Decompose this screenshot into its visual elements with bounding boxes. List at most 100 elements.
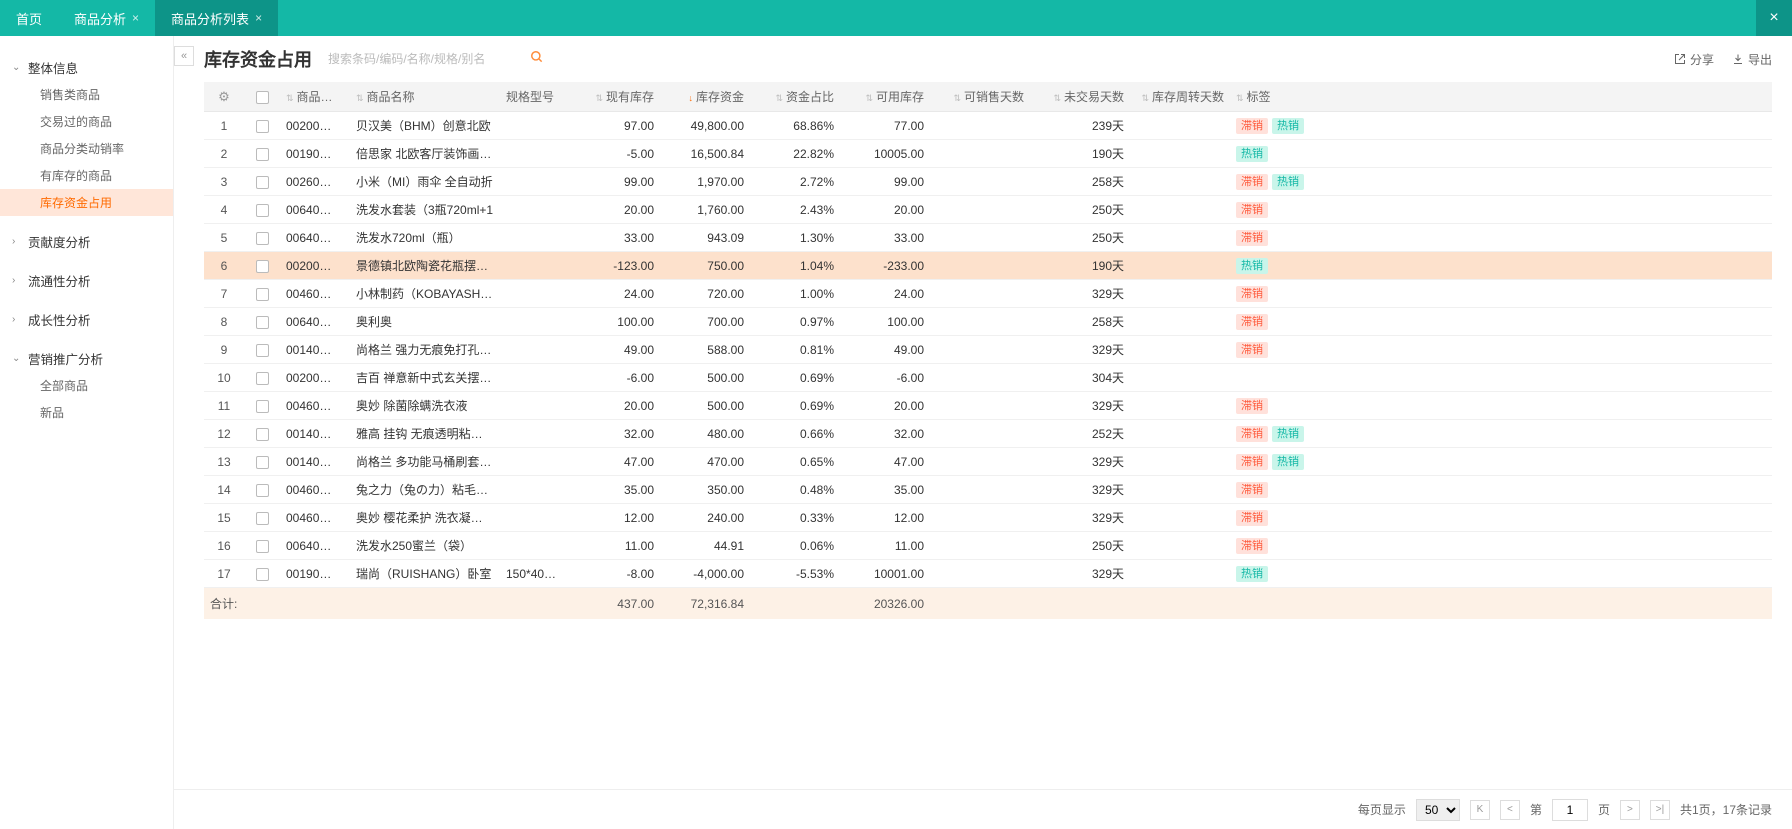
row-checkbox[interactable] bbox=[256, 316, 269, 329]
table-row[interactable]: 900140…尚格兰 强力无痕免打孔浴室49.00588.000.81%49.0… bbox=[204, 336, 1772, 364]
table-row[interactable]: 700460…小林制药（KOBAYASHI）E24.00720.001.00%2… bbox=[204, 280, 1772, 308]
col-turn[interactable]: ⇅库存周转天数 bbox=[1130, 82, 1230, 112]
cell-tags: 热销 bbox=[1230, 560, 1772, 588]
row-checkbox[interactable] bbox=[256, 512, 269, 525]
row-checkbox[interactable] bbox=[256, 120, 269, 133]
page-last-button[interactable]: >| bbox=[1650, 800, 1670, 820]
col-sale[interactable]: ⇅可销售天数 bbox=[930, 82, 1030, 112]
table-row[interactable]: 400640…洗发水套装（3瓶720ml+120.001,760.002.43%… bbox=[204, 196, 1772, 224]
sidebar-item-交易过的商品[interactable]: 交易过的商品 bbox=[0, 108, 173, 135]
row-checkbox[interactable] bbox=[256, 400, 269, 413]
sidebar-item-商品分类动销率[interactable]: 商品分类动销率 bbox=[0, 135, 173, 162]
cell-name: 奥利奥 bbox=[350, 308, 500, 336]
row-checkbox[interactable] bbox=[256, 428, 269, 441]
table-row[interactable]: 1000200…吉百 禅意新中式玄关摆件客-6.00500.000.69%-6.… bbox=[204, 364, 1772, 392]
row-checkbox[interactable] bbox=[256, 148, 269, 161]
cell-turndays bbox=[1130, 560, 1230, 588]
col-stock[interactable]: ⇅现有库存 bbox=[570, 82, 660, 112]
cell-fund: 943.09 bbox=[660, 224, 750, 252]
sidebar-group-成长性分析[interactable]: ›成长性分析 bbox=[0, 306, 173, 333]
col-name[interactable]: ⇅商品名称 bbox=[350, 82, 500, 112]
cell-name: 倍思家 北欧客厅装饰画卧室 bbox=[350, 140, 500, 168]
row-checkbox[interactable] bbox=[256, 344, 269, 357]
tag-slow: 滞销 bbox=[1236, 510, 1268, 526]
cell-name: 兔之力（兔の力）粘毛器黏 bbox=[350, 476, 500, 504]
cell-checkbox bbox=[244, 448, 280, 476]
cell-fund: 470.00 bbox=[660, 448, 750, 476]
page-suffix: 页 bbox=[1598, 801, 1610, 818]
table-row[interactable]: 1300140…尚格兰 多功能马桶刷套装 !47.00470.000.65%47… bbox=[204, 448, 1772, 476]
col-notr[interactable]: ⇅未交易天数 bbox=[1030, 82, 1130, 112]
col-code[interactable]: ⇅商品… bbox=[280, 82, 350, 112]
sidebar-item-有库存的商品[interactable]: 有库存的商品 bbox=[0, 162, 173, 189]
row-checkbox[interactable] bbox=[256, 540, 269, 553]
tab-close-icon[interactable]: × bbox=[255, 11, 262, 25]
table-row[interactable]: 1400460…兔之力（兔の力）粘毛器黏35.00350.000.48%35.0… bbox=[204, 476, 1772, 504]
row-checkbox[interactable] bbox=[256, 260, 269, 273]
col-avail[interactable]: ⇅可用库存 bbox=[840, 82, 930, 112]
row-checkbox[interactable] bbox=[256, 204, 269, 217]
col-fund[interactable]: ↓库存资金 bbox=[660, 82, 750, 112]
sidebar-item-全部商品[interactable]: 全部商品 bbox=[0, 372, 173, 399]
tab-商品分析列表[interactable]: 商品分析列表× bbox=[155, 0, 278, 36]
cell-turndays bbox=[1130, 336, 1230, 364]
table-row[interactable]: 600200…景德镇北欧陶瓷花瓶摆件 侘-123.00750.001.04%-2… bbox=[204, 252, 1772, 280]
tab-首页[interactable]: 首页 bbox=[0, 0, 58, 36]
cell-notradedays: 250天 bbox=[1030, 224, 1130, 252]
cell-index: 6 bbox=[204, 252, 244, 280]
row-checkbox[interactable] bbox=[256, 232, 269, 245]
sidebar: ⌄整体信息销售类商品交易过的商品商品分类动销率有库存的商品库存资金占用 ›贡献度分… bbox=[0, 36, 174, 829]
search-input[interactable] bbox=[326, 48, 526, 70]
col-select-all[interactable] bbox=[244, 82, 280, 112]
sidebar-group-整体信息[interactable]: ⌄整体信息 bbox=[0, 54, 173, 81]
cell-checkbox bbox=[244, 224, 280, 252]
perpage-select[interactable]: 50 bbox=[1416, 799, 1460, 821]
tag-slow: 滞销 bbox=[1236, 118, 1268, 134]
checkbox-all[interactable] bbox=[256, 91, 269, 104]
cell-code: 00460… bbox=[280, 476, 350, 504]
col-spec[interactable]: 规格型号 bbox=[500, 82, 570, 112]
cell-code: 00640… bbox=[280, 308, 350, 336]
table-row[interactable]: 300260…小米（MI）雨伞 全自动折99.001,970.002.72%99… bbox=[204, 168, 1772, 196]
page-prev-button[interactable]: < bbox=[1500, 800, 1520, 820]
col-settings[interactable]: ⚙ bbox=[204, 82, 244, 112]
tab-商品分析[interactable]: 商品分析× bbox=[58, 0, 155, 36]
row-checkbox[interactable] bbox=[256, 176, 269, 189]
table-row[interactable]: 1600640…洗发水250蜜兰（袋）11.0044.910.06%11.002… bbox=[204, 532, 1772, 560]
row-checkbox[interactable] bbox=[256, 484, 269, 497]
table-row[interactable]: 1700190…瑞尚（RUISHANG）卧室150*40厘米-8.00-4,00… bbox=[204, 560, 1772, 588]
row-checkbox[interactable] bbox=[256, 288, 269, 301]
cell-fund: 350.00 bbox=[660, 476, 750, 504]
share-button[interactable]: 分享 bbox=[1674, 51, 1714, 68]
page-first-button[interactable]: K bbox=[1470, 800, 1490, 820]
export-button[interactable]: 导出 bbox=[1732, 51, 1772, 68]
tab-close-icon[interactable]: × bbox=[132, 11, 139, 25]
table-row[interactable]: 1100460…奥妙 除菌除螨洗衣液20.00500.000.69%20.003… bbox=[204, 392, 1772, 420]
search-icon[interactable] bbox=[530, 50, 544, 67]
sidebar-item-新品[interactable]: 新品 bbox=[0, 399, 173, 426]
sidebar-item-销售类商品[interactable]: 销售类商品 bbox=[0, 81, 173, 108]
table-row[interactable]: 800640…奥利奥100.00700.000.97%100.00258天滞销 bbox=[204, 308, 1772, 336]
row-checkbox[interactable] bbox=[256, 372, 269, 385]
page-next-button[interactable]: > bbox=[1620, 800, 1640, 820]
table-row[interactable]: 200190…倍思家 北欧客厅装饰画卧室-5.0016,500.8422.82%… bbox=[204, 140, 1772, 168]
cell-notradedays: 329天 bbox=[1030, 392, 1130, 420]
table-row[interactable]: 1500460…奥妙 樱花柔护 洗衣凝珠 1012.00240.000.33%1… bbox=[204, 504, 1772, 532]
page-input[interactable] bbox=[1552, 799, 1588, 821]
row-checkbox[interactable] bbox=[256, 568, 269, 581]
sidebar-group-贡献度分析[interactable]: ›贡献度分析 bbox=[0, 228, 173, 255]
row-checkbox[interactable] bbox=[256, 456, 269, 469]
table-row[interactable]: 500640…洗发水720ml（瓶）33.00943.091.30%33.002… bbox=[204, 224, 1772, 252]
sidebar-group-流通性分析[interactable]: ›流通性分析 bbox=[0, 267, 173, 294]
cell-spec bbox=[500, 224, 570, 252]
sidebar-item-库存资金占用[interactable]: 库存资金占用 bbox=[0, 189, 173, 216]
cell-index: 14 bbox=[204, 476, 244, 504]
table-row[interactable]: 1200140…雅高 挂钩 无痕透明粘钩 强32.00480.000.66%32… bbox=[204, 420, 1772, 448]
table-row[interactable]: 100200…贝汉美（BHM）创意北欧97.0049,800.0068.86%7… bbox=[204, 112, 1772, 140]
col-tags[interactable]: ⇅标签 bbox=[1230, 82, 1772, 112]
topbar-close-button[interactable]: × bbox=[1756, 0, 1792, 36]
sidebar-collapse-button[interactable]: « bbox=[174, 46, 194, 66]
cell-spec bbox=[500, 392, 570, 420]
col-ratio[interactable]: ⇅资金占比 bbox=[750, 82, 840, 112]
sidebar-group-营销推广分析[interactable]: ⌄营销推广分析 bbox=[0, 345, 173, 372]
